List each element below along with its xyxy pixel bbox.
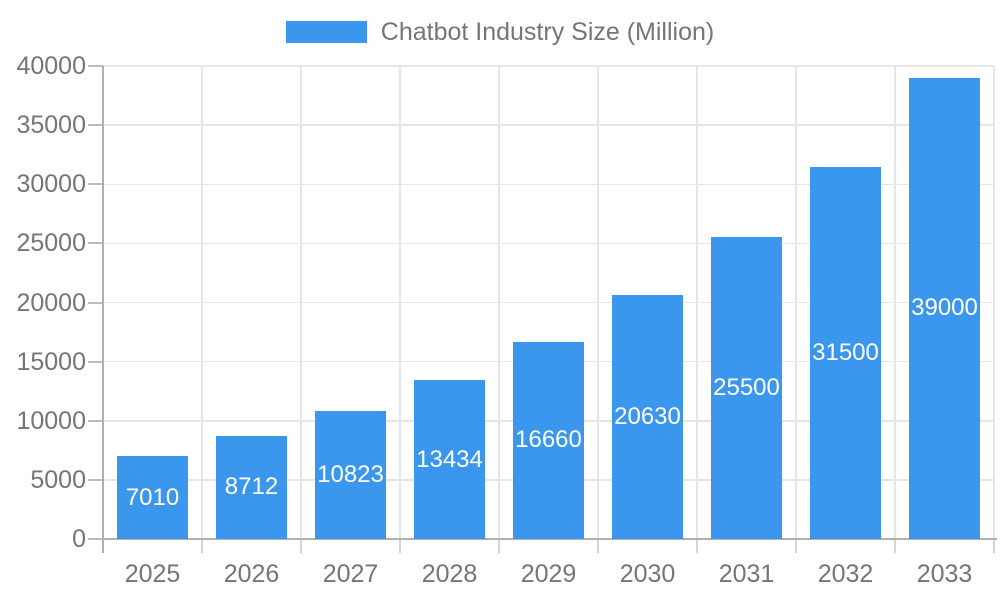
bar[interactable]: 7010 (117, 456, 188, 539)
y-tick-label: 0 (72, 525, 86, 553)
bar[interactable]: 13434 (414, 380, 485, 539)
bar-value-label: 10823 (317, 461, 384, 488)
bar-value-label: 7010 (125, 483, 180, 511)
x-tick-label: 2029 (520, 560, 577, 588)
x-tick (795, 539, 797, 553)
x-tick (498, 539, 500, 553)
x-tick-label: 2030 (619, 560, 676, 588)
v-gridline (993, 66, 995, 539)
y-tick-label: 10000 (16, 406, 86, 435)
y-axis-line (102, 66, 104, 553)
x-tick (201, 539, 203, 553)
v-gridline (894, 66, 896, 539)
legend-label: Chatbot Industry Size (Million) (380, 18, 715, 46)
y-tick (88, 183, 103, 186)
y-tick-label: 5000 (30, 465, 86, 494)
x-tick (993, 539, 995, 553)
x-tick-label: 2028 (421, 560, 478, 588)
x-tick-label: 2027 (322, 560, 379, 588)
bar[interactable]: 20630 (612, 295, 683, 539)
x-tick (597, 539, 599, 553)
x-tick (894, 539, 896, 553)
bar-value-label: 25500 (713, 374, 780, 402)
bar-value-label: 39000 (911, 294, 978, 322)
y-tick (88, 124, 103, 127)
y-tick (88, 301, 103, 304)
x-tick-label: 2032 (817, 560, 874, 588)
y-tick-label: 25000 (16, 229, 86, 258)
bar-value-label: 8712 (224, 473, 279, 501)
y-tick (88, 538, 103, 540)
x-tick-label: 2026 (223, 560, 280, 588)
x-tick (696, 539, 698, 553)
chart-legend: Chatbot Industry Size (Million) (0, 17, 1000, 47)
x-tick-label: 2033 (916, 560, 973, 588)
y-tick (88, 360, 103, 363)
x-axis-line (103, 538, 997, 540)
y-tick-label: 40000 (16, 52, 86, 80)
v-gridline (399, 66, 401, 539)
bar[interactable]: 16660 (513, 341, 584, 539)
y-tick-label: 35000 (16, 111, 86, 140)
x-tick-label: 2025 (124, 560, 181, 588)
x-tick (399, 539, 401, 553)
bar[interactable]: 25500 (711, 237, 782, 539)
bar-value-label: 20630 (614, 403, 681, 431)
legend-swatch (285, 21, 367, 43)
bar-value-label: 31500 (812, 338, 879, 366)
h-gridline (103, 183, 994, 185)
bar[interactable]: 8712 (216, 435, 287, 539)
x-tick-label: 2031 (718, 560, 775, 588)
h-gridline (103, 301, 994, 304)
v-gridline (597, 66, 599, 539)
h-gridline (103, 242, 994, 245)
y-tick-label: 15000 (16, 347, 86, 376)
y-tick (88, 419, 103, 422)
h-gridline (103, 124, 994, 126)
y-tick-label: 30000 (16, 170, 86, 199)
y-tick (88, 478, 103, 481)
bar-value-label: 13434 (416, 445, 483, 473)
h-gridline (103, 65, 994, 67)
y-tick (88, 242, 103, 245)
bar-value-label: 16660 (515, 426, 582, 454)
bar[interactable]: 10823 (315, 411, 386, 539)
y-tick-label: 20000 (16, 288, 86, 317)
bar[interactable]: 39000 (909, 77, 980, 539)
v-gridline (696, 66, 698, 539)
x-tick (300, 539, 302, 553)
bar[interactable]: 31500 (810, 166, 881, 539)
v-gridline (201, 66, 203, 539)
v-gridline (795, 66, 797, 539)
v-gridline (300, 66, 302, 539)
y-tick (88, 65, 103, 67)
v-gridline (498, 66, 500, 539)
